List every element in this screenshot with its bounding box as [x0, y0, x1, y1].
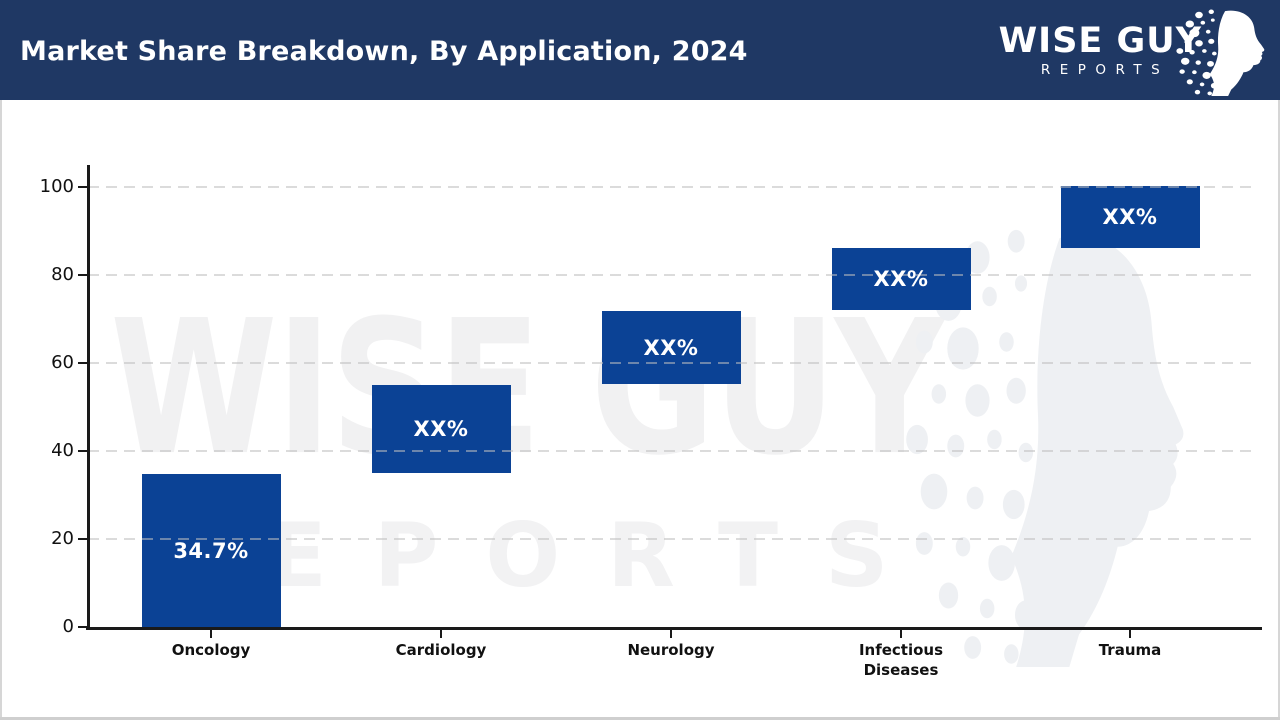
y-tick-label-40: 40: [51, 440, 74, 461]
x-tick-cardiology: [440, 629, 442, 638]
bar-label-infectious-diseases: XX%: [873, 267, 929, 292]
x-tick-oncology: [210, 629, 212, 638]
x-tick-trauma: [1129, 629, 1131, 638]
gridline-20: [88, 538, 1254, 540]
y-tick-60: [78, 362, 88, 364]
bar-label-trauma: XX%: [1102, 204, 1158, 229]
logo-head-icon: [1176, 6, 1268, 97]
gridline-60: [88, 362, 1254, 364]
y-tick-label-80: 80: [51, 264, 74, 285]
y-tick-80: [78, 274, 88, 276]
page-border-left: [0, 100, 2, 720]
x-tick-label-infectious-diseases: Infectious Diseases: [858, 641, 944, 680]
wise-guy-reports-logo: WISE GUY REPORTS: [999, 0, 1270, 100]
x-tick-neurology: [670, 629, 672, 638]
bar-neurology: [601, 311, 741, 385]
bar-label-cardiology: XX%: [413, 417, 469, 441]
page-border-right: [1278, 100, 1280, 720]
y-tick-label-20: 20: [51, 528, 74, 549]
y-tick-0: [78, 626, 88, 628]
bar-cardiology: [371, 385, 511, 473]
bar-label-oncology: 34.7%: [173, 538, 249, 563]
logo-reports-text: REPORTS: [1040, 62, 1170, 78]
y-tick-100: [78, 186, 88, 188]
y-axis-spine: [87, 165, 90, 630]
y-tick-40: [78, 450, 88, 452]
header-bar: Market Share Breakdown, By Application, …: [0, 0, 1280, 100]
gridline-80: [88, 274, 1254, 276]
y-tick-20: [78, 538, 88, 540]
bar-oncology: [141, 474, 281, 627]
y-tick-label-60: 60: [51, 352, 74, 373]
bar-label-neurology: XX%: [643, 335, 699, 360]
y-tick-label-100: 100: [39, 176, 74, 197]
gridline-40: [88, 450, 1254, 452]
x-tick-label-neurology: Neurology: [627, 641, 715, 659]
logo-wiseguy-text: WISE GUY: [998, 21, 1202, 61]
y-tick-label-0: 0: [62, 616, 74, 637]
x-tick-infectious-diseases: [900, 629, 902, 638]
x-axis-spine: [86, 627, 1262, 630]
gridline-100: [88, 186, 1254, 188]
x-tick-label-trauma: Trauma: [1098, 641, 1162, 659]
x-tick-label-oncology: Oncology: [171, 641, 251, 659]
x-tick-label-cardiology: Cardiology: [395, 641, 487, 659]
page-border-bottom: [0, 717, 1280, 720]
chart-title: Market Share Breakdown, By Application, …: [20, 36, 748, 67]
